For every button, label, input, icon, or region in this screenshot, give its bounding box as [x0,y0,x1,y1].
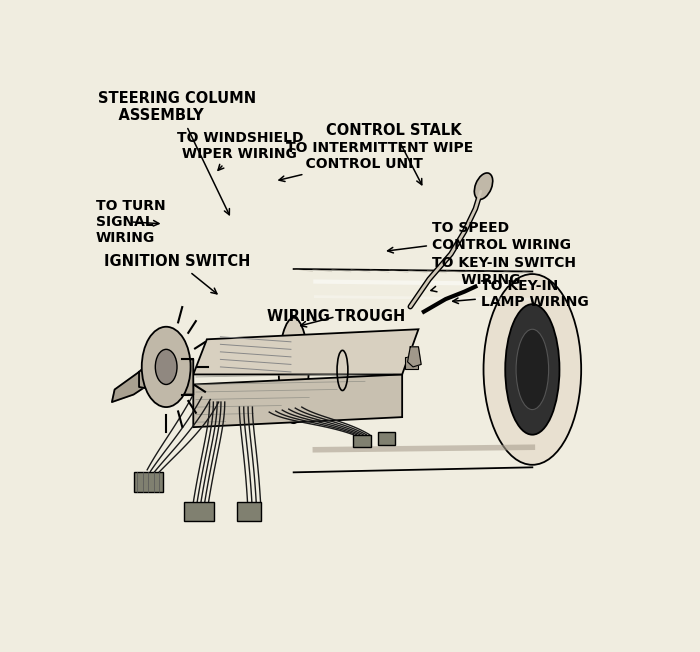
Ellipse shape [141,327,190,407]
Text: CONTROL STALK: CONTROL STALK [326,123,462,185]
Text: TO TURN
SIGNAL
WIRING: TO TURN SIGNAL WIRING [96,199,165,245]
Ellipse shape [155,349,177,385]
Text: STEERING COLUMN
    ASSEMBLY: STEERING COLUMN ASSEMBLY [98,91,256,215]
Bar [378,432,395,445]
Text: WIRING TROUGH: WIRING TROUGH [267,309,405,327]
Text: TO SPEED
CONTROL WIRING: TO SPEED CONTROL WIRING [388,221,571,253]
Ellipse shape [484,274,581,465]
Text: TO KEY-IN
LAMP WIRING: TO KEY-IN LAMP WIRING [453,279,589,309]
PathPatch shape [207,334,291,382]
Bar [184,502,214,521]
Text: IGNITION SWITCH: IGNITION SWITCH [104,254,250,294]
Text: TO WINDSHIELD
 WIPER WIRING: TO WINDSHIELD WIPER WIRING [177,131,304,170]
Ellipse shape [279,318,309,423]
PathPatch shape [193,329,419,374]
Text: TO KEY-IN SWITCH
      WIRING: TO KEY-IN SWITCH WIRING [431,256,576,292]
Ellipse shape [505,304,559,435]
Ellipse shape [516,329,549,409]
Polygon shape [112,372,153,402]
Ellipse shape [154,372,167,381]
PathPatch shape [207,302,299,327]
Ellipse shape [475,173,493,200]
Bar [134,472,164,492]
Bar [237,502,261,521]
Text: TO INTERMITTENT WIPE
    CONTROL UNIT: TO INTERMITTENT WIPE CONTROL UNIT [279,141,472,181]
PathPatch shape [193,374,402,427]
Bar [405,357,419,370]
Bar [354,435,371,447]
Polygon shape [139,359,193,394]
Polygon shape [407,347,421,367]
PathPatch shape [207,302,220,382]
